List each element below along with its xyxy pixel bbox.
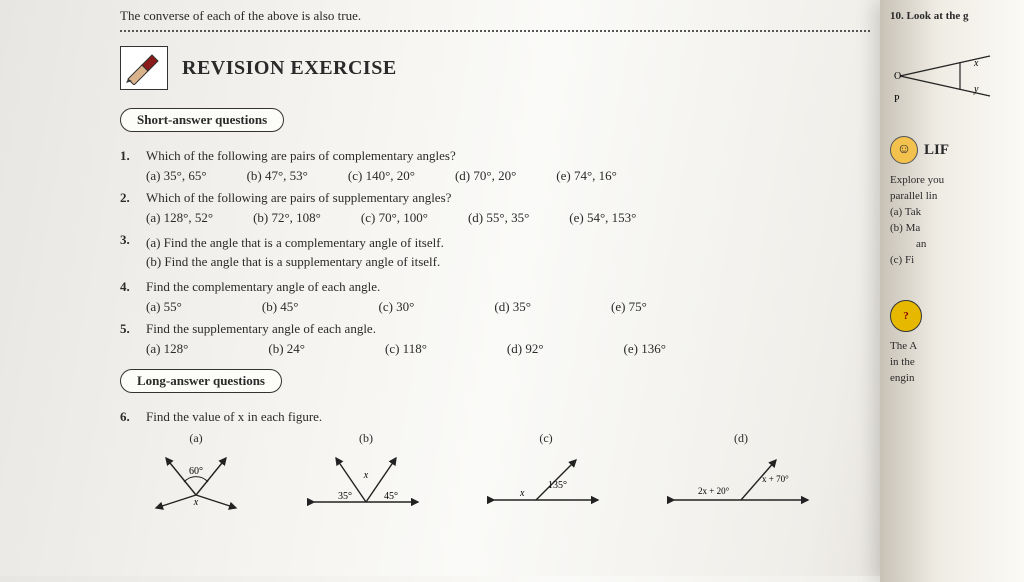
q2-opt-d: (d) 55°, 35° bbox=[468, 210, 529, 226]
q5-number: 5. bbox=[120, 321, 146, 357]
q1-text: Which of the following are pairs of comp… bbox=[146, 148, 1004, 164]
q5-opt-e: (e) 136° bbox=[624, 341, 666, 357]
q6d-angle2: x + 70° bbox=[762, 474, 789, 484]
r-a: (a) Tak bbox=[890, 206, 1020, 218]
q6-fig-a: (a) 60° x bbox=[146, 431, 246, 510]
q6d-angle1: 2x + 20° bbox=[698, 486, 730, 496]
q5-opt-d: (d) 92° bbox=[507, 341, 544, 357]
short-answer-heading: Short-answer questions bbox=[120, 108, 284, 132]
q4-opt-c: (c) 30° bbox=[379, 299, 415, 315]
q2-number: 2. bbox=[120, 190, 146, 226]
q4-opt-a: (a) 55° bbox=[146, 299, 182, 315]
section-header: REVISION EXERCISE bbox=[120, 46, 1004, 90]
svg-text:P: P bbox=[894, 94, 900, 105]
question-mark-icon: ? bbox=[890, 300, 922, 332]
q2-opt-b: (b) 72°, 108° bbox=[253, 210, 321, 226]
q2-opt-a: (a) 128°, 52° bbox=[146, 210, 213, 226]
q6a-angle1: 60° bbox=[189, 466, 203, 477]
intro-text: The converse of each of the above is als… bbox=[120, 8, 1004, 24]
q3-number: 3. bbox=[120, 232, 146, 273]
q6a-angle2: x bbox=[193, 497, 199, 508]
question-2: 2. Which of the following are pairs of s… bbox=[120, 190, 1004, 226]
question-5: 5. Find the supplementary angle of each … bbox=[120, 321, 1004, 357]
q6-fig-c-label: (c) bbox=[486, 431, 606, 446]
dotted-divider bbox=[120, 30, 870, 32]
question-6: 6. Find the value of x in each figure. (… bbox=[120, 409, 1004, 510]
facing-page-fragment: 10. Look at the g O P x y ☺ LIF Explore … bbox=[880, 0, 1024, 582]
r-parallel: parallel lin bbox=[890, 190, 1020, 202]
r-engin: engin bbox=[890, 372, 1020, 384]
q1-opt-d: (d) 70°, 20° bbox=[455, 168, 516, 184]
q6-fig-b: (b) 35° x 45° bbox=[306, 431, 426, 510]
q6-fig-d-label: (d) bbox=[666, 431, 816, 446]
svg-text:O: O bbox=[894, 71, 901, 82]
q6-number: 6. bbox=[120, 409, 146, 510]
q6c-angle2: 135° bbox=[548, 480, 567, 491]
q5-opt-c: (c) 118° bbox=[385, 341, 427, 357]
q1-number: 1. bbox=[120, 148, 146, 184]
r-inthe: in the bbox=[890, 356, 1020, 368]
q4-opt-d: (d) 35° bbox=[494, 299, 531, 315]
q4-opt-b: (b) 45° bbox=[262, 299, 299, 315]
q6-text: Find the value of x in each figure. bbox=[146, 409, 1004, 425]
q5-opt-a: (a) 128° bbox=[146, 341, 188, 357]
q1-opt-b: (b) 47°, 53° bbox=[247, 168, 308, 184]
q6-fig-d: (d) 2x + 20° x + 70° bbox=[666, 431, 816, 510]
q6c-angle1: x bbox=[519, 488, 525, 499]
q4-opt-e: (e) 75° bbox=[611, 299, 647, 315]
triangle-diagram-icon: O P x y bbox=[890, 46, 1000, 106]
character-icon: ☺ bbox=[890, 136, 918, 164]
q4-text: Find the complementary angle of each ang… bbox=[146, 279, 1004, 295]
r-b: (b) Ma bbox=[890, 222, 1020, 234]
q1-opt-e: (e) 74°, 16° bbox=[556, 168, 617, 184]
q4-number: 4. bbox=[120, 279, 146, 315]
r-an: an bbox=[890, 238, 1020, 250]
q2-opt-e: (e) 54°, 153° bbox=[569, 210, 636, 226]
r-lif: LIF bbox=[924, 142, 949, 159]
svg-text:x: x bbox=[973, 58, 979, 69]
q5-opt-b: (b) 24° bbox=[268, 341, 305, 357]
q6-fig-a-label: (a) bbox=[146, 431, 246, 446]
long-answer-heading: Long-answer questions bbox=[120, 369, 282, 393]
q5-text: Find the supplementary angle of each ang… bbox=[146, 321, 1004, 337]
question-3: 3. (a) Find the angle that is a compleme… bbox=[120, 232, 1004, 273]
q6b-angle1: 35° bbox=[338, 491, 352, 502]
q6-fig-c: (c) x 135° bbox=[486, 431, 606, 510]
r-c: (c) Fi bbox=[890, 254, 1020, 266]
hand-writing-icon bbox=[120, 46, 168, 90]
q2-text: Which of the following are pairs of supp… bbox=[146, 190, 1004, 206]
q3-a: (a) Find the angle that is a complementa… bbox=[146, 235, 1004, 251]
q1-opt-c: (c) 140°, 20° bbox=[348, 168, 415, 184]
q6b-angle2: x bbox=[363, 470, 369, 481]
q2-opt-c: (c) 70°, 100° bbox=[361, 210, 428, 226]
q6b-angle3: 45° bbox=[384, 491, 398, 502]
question-1: 1. Which of the following are pairs of c… bbox=[120, 148, 1004, 184]
section-title: REVISION EXERCISE bbox=[182, 57, 397, 80]
r-explore: Explore you bbox=[890, 174, 1020, 186]
r-thea: The A bbox=[890, 340, 1020, 352]
q1-opt-a: (a) 35°, 65° bbox=[146, 168, 207, 184]
q6-fig-b-label: (b) bbox=[306, 431, 426, 446]
svg-text:y: y bbox=[973, 84, 979, 95]
r-look: 10. Look at the g bbox=[890, 10, 1020, 22]
question-4: 4. Find the complementary angle of each … bbox=[120, 279, 1004, 315]
q3-b: (b) Find the angle that is a supplementa… bbox=[146, 254, 1004, 270]
